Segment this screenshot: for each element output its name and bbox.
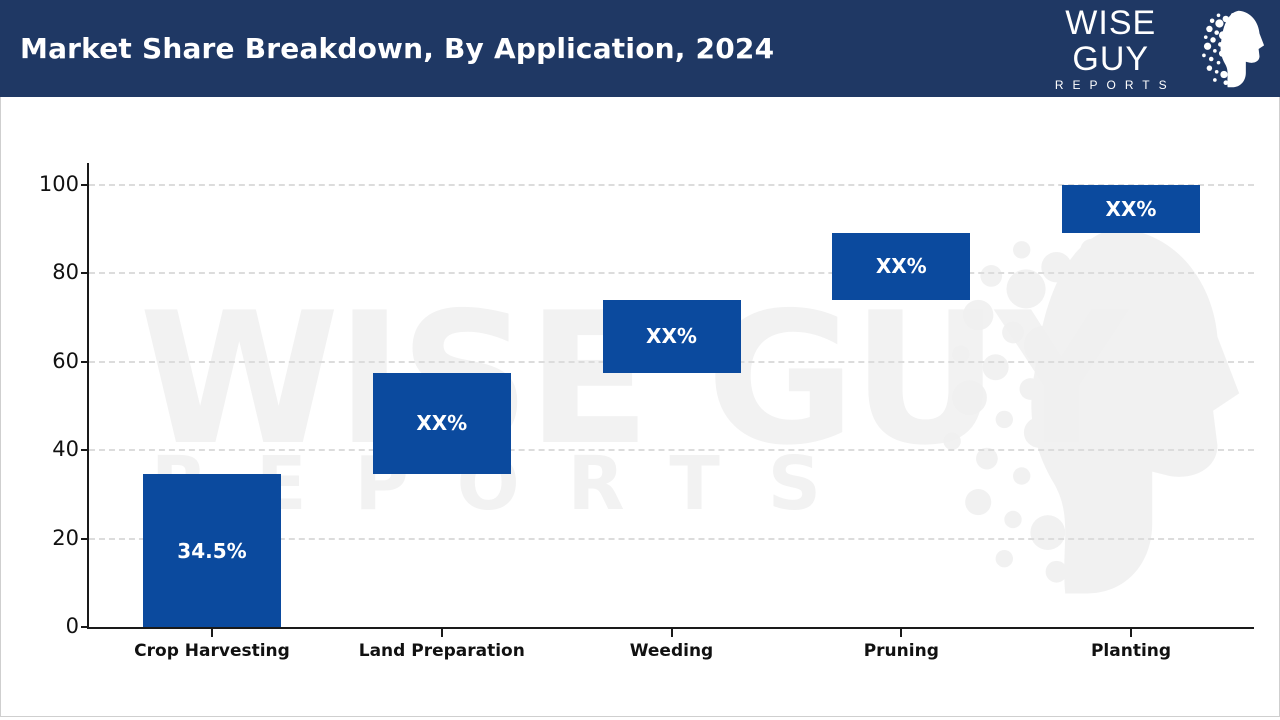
x-tick-label: Weeding bbox=[629, 641, 714, 661]
y-tick-label: 20 bbox=[52, 525, 79, 550]
x-tick-label: Crop Harvesting bbox=[134, 641, 290, 661]
x-axis-line bbox=[87, 627, 1254, 629]
y-tick-mark bbox=[81, 360, 89, 363]
bar-weeding: XX% bbox=[602, 299, 741, 373]
page-title: Market Share Breakdown, By Application, … bbox=[20, 32, 775, 65]
x-tick-mark bbox=[900, 629, 903, 637]
gridline bbox=[89, 272, 1254, 274]
bar-value-label: XX% bbox=[646, 324, 697, 349]
logo-wordmark: WISE GUY REPORTS bbox=[1026, 4, 1195, 92]
bar-value-label: XX% bbox=[416, 411, 468, 436]
bar-pruning: XX% bbox=[832, 233, 971, 300]
wiseguy-head-icon bbox=[1202, 10, 1265, 88]
y-tick-mark bbox=[81, 449, 89, 451]
header-band: Market Share Breakdown, By Application, … bbox=[0, 0, 1280, 97]
bar-value-label: 34.5% bbox=[177, 538, 247, 563]
bar-value-label: XX% bbox=[875, 254, 927, 279]
x-tick-mark bbox=[670, 629, 673, 637]
y-tick-label: 80 bbox=[52, 260, 79, 284]
bar-planting: XX% bbox=[1062, 184, 1200, 234]
x-tick-label: Planting bbox=[1090, 641, 1172, 661]
y-axis-line bbox=[87, 163, 89, 629]
y-tick-mark bbox=[81, 626, 89, 628]
y-tick-mark bbox=[81, 183, 89, 186]
y-tick-label: 60 bbox=[52, 348, 79, 373]
x-tick-mark bbox=[440, 629, 443, 637]
bar-land-preparation: XX% bbox=[372, 372, 511, 475]
gridline bbox=[89, 449, 1254, 451]
gridline bbox=[89, 537, 1254, 540]
bar-crop-harvesting: 34.5% bbox=[143, 474, 281, 627]
x-tick-mark bbox=[1130, 629, 1132, 637]
y-tick-mark bbox=[81, 272, 89, 274]
gridline bbox=[89, 183, 1254, 186]
bar-value-label: XX% bbox=[1105, 196, 1157, 221]
logo-wiseguy-text: WISE GUY bbox=[1065, 4, 1157, 78]
y-tick-label: 0 bbox=[65, 614, 79, 638]
y-tick-label: 100 bbox=[38, 171, 79, 196]
chart-body: WISE GUY REPORTS 0 20 40 60 80 100 34.5% Crop H… bbox=[0, 97, 1280, 717]
wiseguy-logo: WISE GUY REPORTS bbox=[1026, 4, 1266, 92]
y-tick-label: 40 bbox=[52, 437, 79, 461]
y-tick-mark bbox=[81, 537, 89, 540]
x-tick-label: Pruning bbox=[863, 641, 939, 661]
x-tick-label: Land Preparation bbox=[358, 641, 525, 661]
x-tick-mark bbox=[211, 629, 213, 637]
logo-reports-text: REPORTS bbox=[1054, 77, 1176, 92]
waterfall-chart: 0 20 40 60 80 100 34.5% Crop Harvesting XX% Land … bbox=[1, 97, 1280, 717]
